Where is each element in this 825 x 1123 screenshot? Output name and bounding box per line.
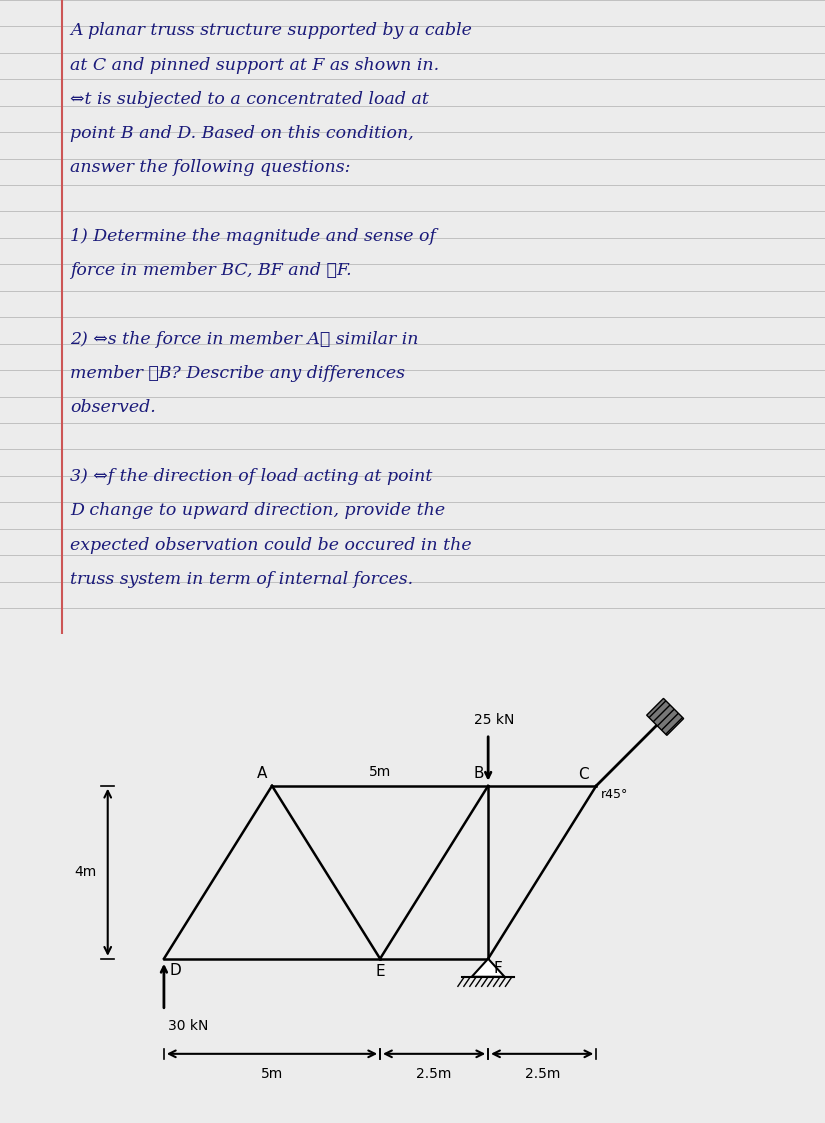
Text: E: E <box>375 964 385 979</box>
Text: truss system in term of internal forces.: truss system in term of internal forces. <box>70 570 413 588</box>
FancyBboxPatch shape <box>0 0 825 634</box>
Text: observed.: observed. <box>70 400 156 417</box>
Text: 3) ⇔f the direction of load acting at point: 3) ⇔f the direction of load acting at po… <box>70 468 432 485</box>
Text: 2) ⇔s the force in member Aℒ similar in: 2) ⇔s the force in member Aℒ similar in <box>70 331 418 348</box>
Text: A: A <box>257 766 267 780</box>
Text: F: F <box>493 961 502 976</box>
Text: C: C <box>578 767 588 783</box>
Text: 4m: 4m <box>75 865 97 879</box>
Text: point B and D. Based on this condition,: point B and D. Based on this condition, <box>70 125 414 143</box>
Text: r45°: r45° <box>601 788 628 801</box>
Text: B: B <box>474 766 483 780</box>
Text: member ℒB? Describe any differences: member ℒB? Describe any differences <box>70 365 405 382</box>
Text: ⇔t is subjected to a concentrated load at: ⇔t is subjected to a concentrated load a… <box>70 91 429 108</box>
Text: expected observation could be occured in the: expected observation could be occured in… <box>70 537 472 554</box>
Text: 1) Determine the magnitude and sense of: 1) Determine the magnitude and sense of <box>70 228 436 245</box>
Text: force in member BC, BF and ℒF.: force in member BC, BF and ℒF. <box>70 263 351 280</box>
Polygon shape <box>647 699 684 736</box>
Text: answer the following questions:: answer the following questions: <box>70 159 351 176</box>
Text: 2.5m: 2.5m <box>525 1067 560 1080</box>
Text: at C and pinned support at F as shown in.: at C and pinned support at F as shown in… <box>70 56 439 73</box>
Text: 5m: 5m <box>369 765 391 779</box>
Text: 25 kN: 25 kN <box>474 713 515 728</box>
Text: 2.5m: 2.5m <box>417 1067 452 1080</box>
Text: D change to upward direction, provide the: D change to upward direction, provide th… <box>70 502 446 519</box>
Text: 30 kN: 30 kN <box>168 1020 209 1033</box>
Text: A planar truss structure supported by a cable: A planar truss structure supported by a … <box>70 22 472 39</box>
Polygon shape <box>472 959 505 977</box>
Text: D: D <box>169 964 181 978</box>
Text: 5m: 5m <box>261 1067 283 1080</box>
